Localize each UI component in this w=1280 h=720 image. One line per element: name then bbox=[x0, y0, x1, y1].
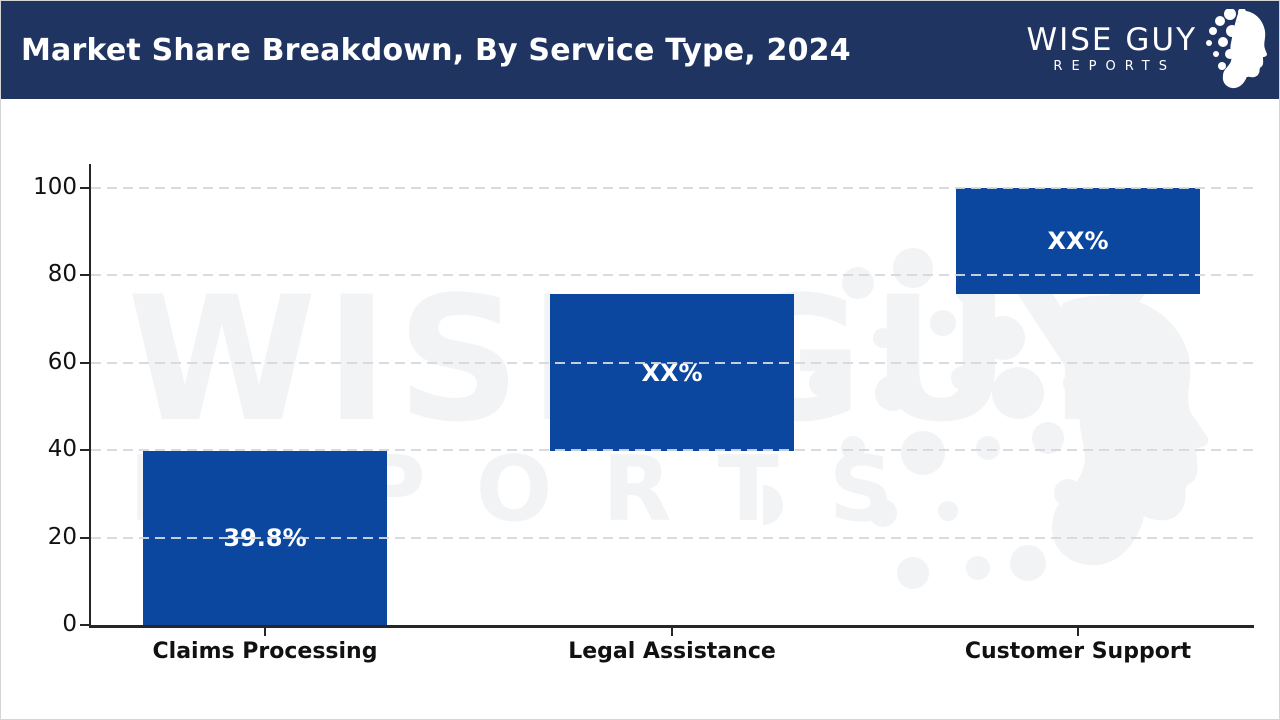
x-tick-mark-2 bbox=[671, 628, 673, 636]
x-tick-label-claims-processing: Claims Processing bbox=[152, 639, 378, 664]
y-tick-mark-60 bbox=[80, 361, 90, 364]
gridline-20 bbox=[91, 536, 1253, 539]
x-tick-mark-3 bbox=[1077, 628, 1079, 636]
x-axis-spine bbox=[89, 625, 1254, 628]
y-tick-label-20: 20 bbox=[47, 523, 77, 550]
y-tick-mark-20 bbox=[80, 536, 90, 539]
y-tick-mark-40 bbox=[80, 449, 90, 452]
y-tick-label-60: 60 bbox=[47, 348, 77, 375]
y-tick-label-80: 80 bbox=[47, 261, 77, 288]
logo-head-dots-icon bbox=[1206, 9, 1267, 89]
chart-title: Market Share Breakdown, By Service Type,… bbox=[21, 32, 851, 68]
bar-chart: 0 20 40 60 80 100 39.8% XX% XX% Claims Processing… bbox=[1, 99, 1279, 719]
bar-value-label: XX% bbox=[1047, 227, 1109, 256]
gridline-40 bbox=[91, 449, 1253, 452]
x-tick-label-legal-assistance: Legal Assistance bbox=[568, 639, 776, 664]
logo-subtext: REPORTS bbox=[1053, 59, 1177, 75]
bar-customer-support: XX% bbox=[956, 188, 1200, 295]
gridline-60 bbox=[91, 361, 1253, 364]
y-tick-mark-0 bbox=[80, 624, 90, 626]
y-tick-mark-100 bbox=[80, 187, 90, 189]
bar-legal-assistance: XX% bbox=[550, 294, 794, 452]
logo-text: WISE GUY REPORTS bbox=[1026, 23, 1197, 74]
wise-guy-reports-logo: WISE GUY REPORTS bbox=[1019, 1, 1269, 99]
logo-wordmark: WISE GUY bbox=[1026, 22, 1197, 58]
y-tick-label-100: 100 bbox=[33, 174, 77, 200]
x-tick-label-customer-support: Customer Support bbox=[964, 639, 1192, 664]
y-tick-mark-80 bbox=[80, 274, 90, 277]
gridline-80 bbox=[91, 274, 1253, 277]
x-tick-mark-1 bbox=[264, 628, 266, 636]
gridline-100 bbox=[91, 187, 1253, 189]
header-bar: Market Share Breakdown, By Service Type,… bbox=[1, 1, 1279, 99]
y-axis-spine bbox=[89, 164, 91, 628]
y-tick-label-40: 40 bbox=[47, 436, 77, 463]
y-tick-label-0: 0 bbox=[62, 611, 77, 637]
